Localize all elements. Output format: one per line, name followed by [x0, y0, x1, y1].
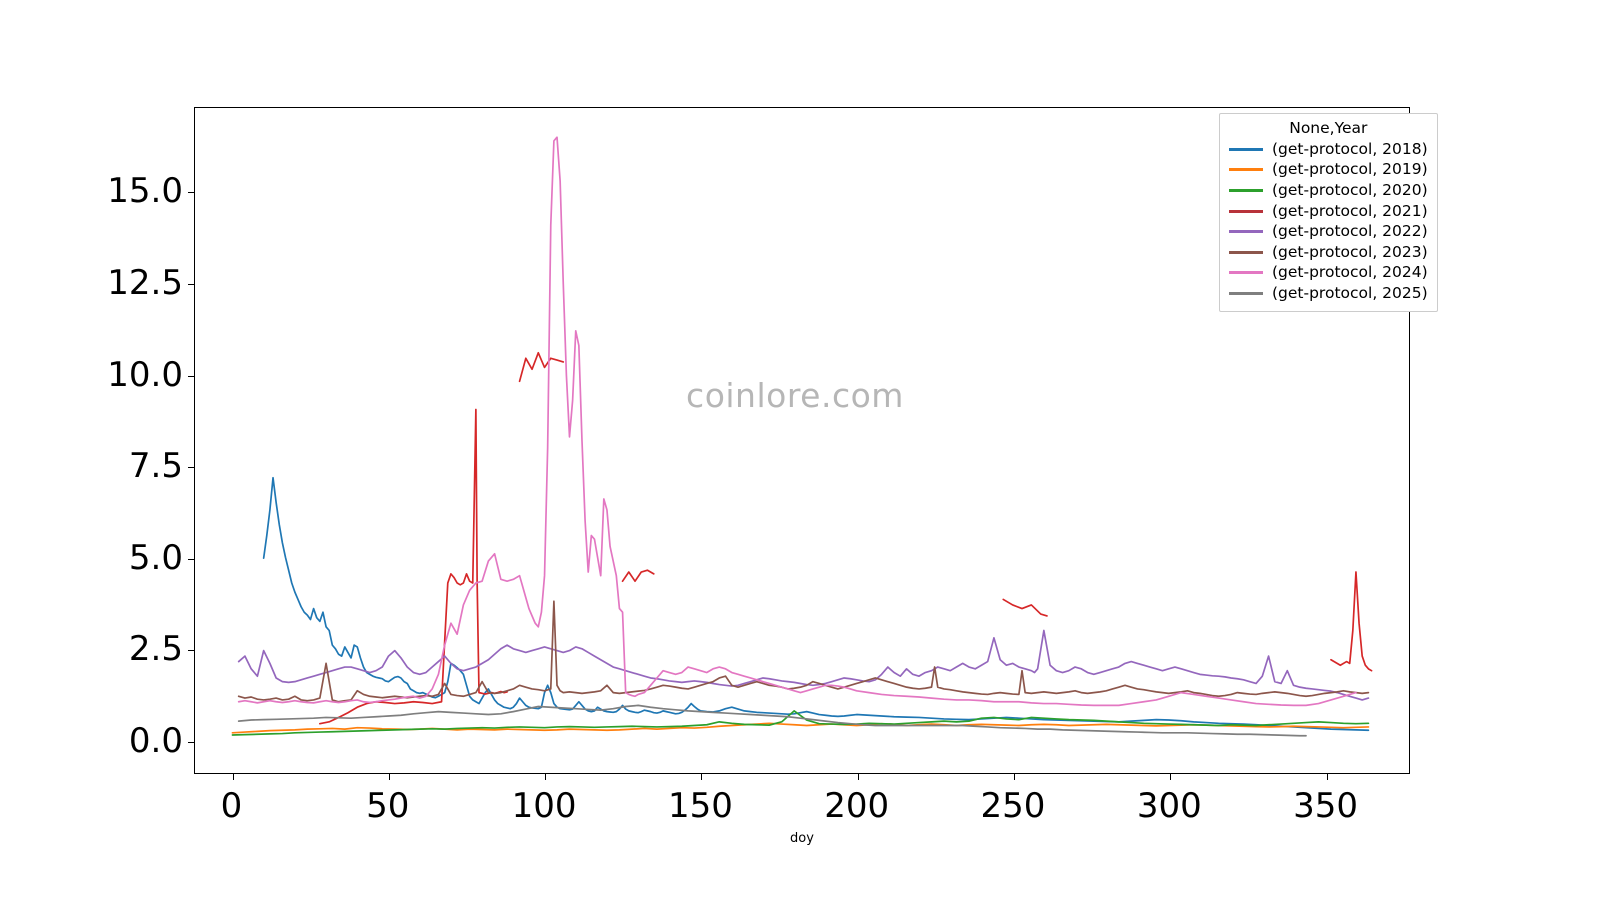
y-tick-label: 15.0: [107, 171, 183, 212]
legend-color-swatch: [1229, 291, 1263, 295]
legend-item-label: (get-protocol, 2021): [1272, 201, 1428, 220]
legend-item[interactable]: (get-protocol, 2025): [1229, 283, 1428, 304]
x-tick-label: 300: [1136, 786, 1202, 826]
legend-item[interactable]: (get-protocol, 2018): [1229, 139, 1428, 160]
legend-color-swatch: [1229, 168, 1263, 172]
y-tick-label: 5.0: [128, 537, 183, 578]
x-tick-label: 250: [980, 786, 1046, 826]
x-tick-label: 50: [366, 786, 410, 826]
x-tick-mark: [545, 773, 547, 780]
legend-item-label: (get-protocol, 2018): [1272, 139, 1428, 158]
legend-title: None,Year: [1289, 119, 1368, 137]
x-tick-label: 100: [511, 786, 577, 826]
legend-item-label: (get-protocol, 2025): [1272, 283, 1428, 302]
legend-item[interactable]: (get-protocol, 2021): [1229, 201, 1428, 222]
legend-item[interactable]: (get-protocol, 2023): [1229, 242, 1428, 263]
y-tick-mark: [188, 283, 195, 285]
y-tick-mark: [188, 467, 195, 469]
legend-color-swatch: [1229, 230, 1263, 234]
y-tick-label: 0.0: [128, 721, 183, 762]
legend-color-swatch: [1229, 250, 1263, 254]
y-tick-mark: [188, 650, 195, 652]
x-tick-label: 350: [1293, 786, 1359, 826]
legend-item-label: (get-protocol, 2020): [1272, 180, 1428, 199]
x-tick-mark: [388, 773, 390, 780]
legend-item-label: (get-protocol, 2022): [1272, 222, 1428, 241]
legend-color-swatch: [1229, 209, 1263, 213]
y-tick-mark: [188, 558, 195, 560]
x-tick-mark: [701, 773, 703, 780]
legend: None,Year (get-protocol, 2018) (get-proto…: [1219, 113, 1438, 312]
x-axis-label: doy: [790, 831, 814, 846]
plot-area: coinlore.com: [188, 107, 1410, 780]
x-tick-mark: [1326, 773, 1328, 780]
legend-item-label: (get-protocol, 2024): [1272, 263, 1428, 282]
y-tick-label: 12.5: [107, 262, 183, 303]
legend-color-swatch: [1229, 271, 1263, 275]
y-tick-mark: [188, 375, 195, 377]
plot-lines: [195, 108, 1409, 773]
legend-item[interactable]: (get-protocol, 2022): [1229, 221, 1428, 242]
x-tick-mark: [857, 773, 859, 780]
x-tick-mark: [1170, 773, 1172, 780]
y-tick-label: 7.5: [128, 446, 183, 487]
legend-item-label: (get-protocol, 2019): [1272, 160, 1428, 179]
legend-item[interactable]: (get-protocol, 2019): [1229, 160, 1428, 181]
legend-color-swatch: [1229, 188, 1263, 192]
y-tick-label: 10.0: [107, 354, 183, 395]
legend-color-swatch: [1229, 147, 1263, 151]
y-tick-mark: [188, 192, 195, 194]
legend-rows: (get-protocol, 2018) (get-protocol, 2019)…: [1229, 139, 1428, 304]
legend-item-label: (get-protocol, 2023): [1272, 242, 1428, 261]
x-tick-label: 0: [220, 786, 243, 826]
x-tick-label: 150: [667, 786, 733, 826]
x-tick-mark: [232, 773, 234, 780]
legend-item[interactable]: (get-protocol, 2020): [1229, 180, 1428, 201]
y-tick-label: 2.5: [128, 629, 183, 670]
y-tick-mark: [188, 742, 195, 744]
legend-item[interactable]: (get-protocol, 2024): [1229, 263, 1428, 284]
x-tick-mark: [1014, 773, 1015, 780]
x-tick-label: 200: [824, 786, 890, 826]
